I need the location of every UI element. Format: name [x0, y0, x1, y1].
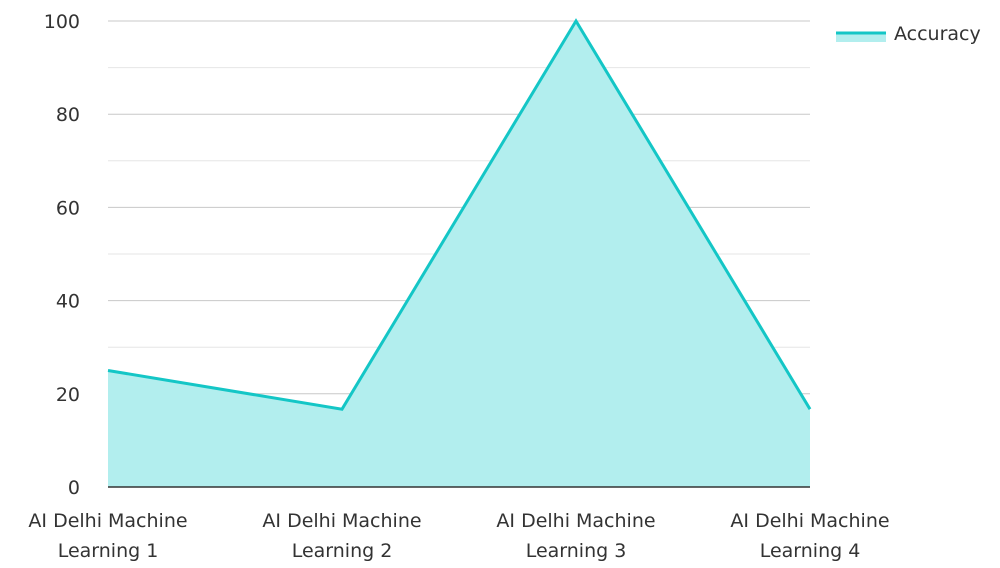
- x-category-label-line: Learning 2: [292, 540, 393, 562]
- x-category-label-line: AI Delhi Machine: [496, 510, 655, 532]
- x-category-label-line: AI Delhi Machine: [262, 510, 421, 532]
- y-tick-label: 60: [56, 197, 80, 219]
- x-category-label-line: Learning 4: [760, 540, 861, 562]
- y-tick-label: 0: [68, 477, 80, 499]
- y-tick-label: 80: [56, 104, 80, 126]
- y-axis-ticks: 0 20 40 60 80 100: [44, 11, 80, 499]
- x-category-label: AI Delhi Machine Learning 2: [262, 510, 421, 562]
- y-tick-label: 20: [56, 384, 80, 406]
- legend[interactable]: Accuracy: [836, 23, 981, 45]
- y-tick-label: 100: [44, 11, 80, 33]
- data-point: [107, 369, 110, 372]
- x-category-label-line: Learning 1: [58, 540, 159, 562]
- x-category-label-line: AI Delhi Machine: [730, 510, 889, 532]
- y-tick-label: 40: [56, 291, 80, 313]
- data-point: [575, 20, 578, 23]
- legend-label-accuracy: Accuracy: [894, 23, 981, 45]
- data-point: [809, 408, 812, 411]
- x-category-label: AI Delhi Machine Learning 4: [730, 510, 889, 562]
- series-area-fill: [108, 21, 810, 487]
- data-point: [341, 408, 344, 411]
- series-area: [107, 18, 812, 487]
- x-category-label: AI Delhi Machine Learning 3: [496, 510, 655, 562]
- x-category-label-line: AI Delhi Machine: [28, 510, 187, 532]
- x-category-label-line: Learning 3: [526, 540, 627, 562]
- series-line: [107, 18, 812, 411]
- x-axis-categories: AI Delhi Machine Learning 1AI Delhi Machi…: [28, 510, 889, 562]
- legend-swatch-accuracy: [836, 32, 886, 42]
- x-category-label: AI Delhi Machine Learning 1: [28, 510, 187, 562]
